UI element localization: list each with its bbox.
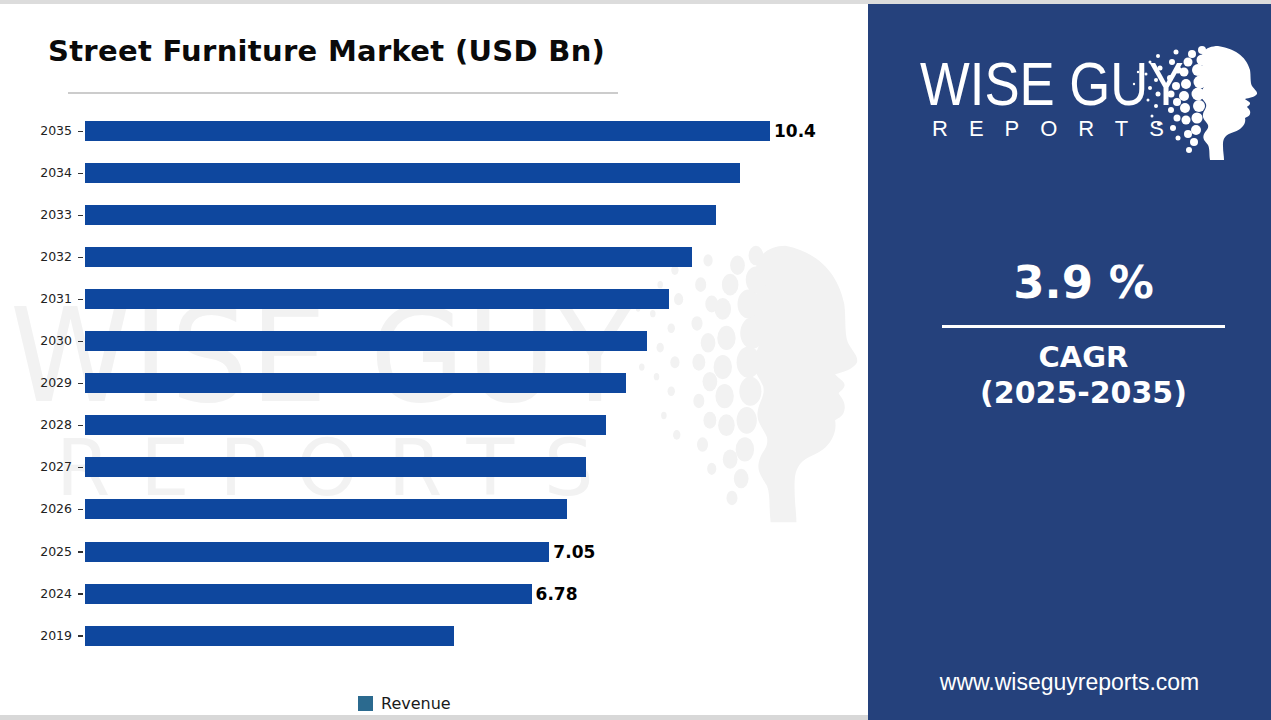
- axis-tick: [78, 593, 83, 595]
- value-label: 6.78: [536, 584, 578, 604]
- year-label: 2031: [0, 289, 72, 309]
- year-label: 2032: [0, 247, 72, 267]
- legend: Revenue: [358, 694, 451, 713]
- year-label: 2033: [0, 205, 72, 225]
- axis-tick: [78, 551, 83, 553]
- bar-row-2031: 2031: [0, 289, 868, 309]
- year-label: 2035: [0, 121, 72, 141]
- legend-swatch: [358, 696, 373, 711]
- bar-row-2034: 2034: [0, 163, 868, 183]
- axis-tick: [78, 131, 83, 133]
- bar-2031: [85, 289, 669, 309]
- year-label: 2028: [0, 415, 72, 435]
- year-label: 2030: [0, 331, 72, 351]
- value-label: 7.05: [553, 542, 595, 562]
- bar-row-2035: 2035 10.4: [0, 121, 868, 141]
- bar-row-2033: 2033: [0, 205, 868, 225]
- bar-2024: [85, 584, 532, 604]
- logo-head-icon: [1126, 44, 1258, 162]
- side-panel: WISE GUY REPORTS 3.9 % CAGR (2025-2035) …: [868, 4, 1271, 720]
- report-page: WISE GUY REPORTS Street Furniture Market…: [0, 0, 1271, 720]
- bar-row-2028: 2028: [0, 415, 868, 435]
- bar-chart: 2035 10.4 2034 2033 2032 2031 2030 2029 2028 2027…: [0, 0, 868, 720]
- year-label: 2019: [0, 626, 72, 646]
- bar-2027: [85, 457, 586, 477]
- bar-2035: [85, 121, 770, 141]
- axis-tick: [78, 215, 83, 217]
- bar-row-2026: 2026: [0, 499, 868, 519]
- legend-label: Revenue: [381, 694, 451, 713]
- axis-tick: [78, 257, 83, 259]
- bar-2025: [85, 542, 549, 562]
- axis-tick: [78, 467, 83, 469]
- bar-row-2024: 2024 6.78: [0, 584, 868, 604]
- bar-row-2030: 2030: [0, 331, 868, 351]
- cagr-label: CAGR: [942, 340, 1225, 374]
- cagr-range: (2025-2035): [942, 375, 1225, 410]
- cagr-divider: [942, 325, 1225, 328]
- axis-tick: [78, 341, 83, 343]
- bar-row-2027: 2027: [0, 457, 868, 477]
- bar-2034: [85, 163, 740, 183]
- year-label: 2026: [0, 499, 72, 519]
- bar-2033: [85, 205, 716, 225]
- bar-row-2019: 2019: [0, 626, 868, 646]
- year-label: 2027: [0, 457, 72, 477]
- axis-tick: [78, 383, 83, 385]
- axis-tick: [78, 509, 83, 511]
- bar-2019: [85, 626, 454, 646]
- cagr-block: 3.9 % CAGR (2025-2035): [942, 256, 1225, 410]
- bar-row-2029: 2029: [0, 373, 868, 393]
- bar-2032: [85, 247, 692, 267]
- bar-2029: [85, 373, 626, 393]
- bar-2026: [85, 499, 567, 519]
- website-url: www.wiseguyreports.com: [868, 669, 1271, 696]
- year-label: 2029: [0, 373, 72, 393]
- axis-tick: [78, 299, 83, 301]
- bar-row-2025: 2025 7.05: [0, 542, 868, 562]
- axis-tick: [78, 173, 83, 175]
- year-label: 2025: [0, 542, 72, 562]
- axis-tick: [78, 635, 83, 637]
- value-label: 10.4: [774, 121, 816, 141]
- bar-2030: [85, 331, 647, 351]
- year-label: 2034: [0, 163, 72, 183]
- cagr-value: 3.9 %: [942, 256, 1225, 309]
- year-label: 2024: [0, 584, 72, 604]
- bar-2028: [85, 415, 606, 435]
- bar-row-2032: 2032: [0, 247, 868, 267]
- axis-tick: [78, 425, 83, 427]
